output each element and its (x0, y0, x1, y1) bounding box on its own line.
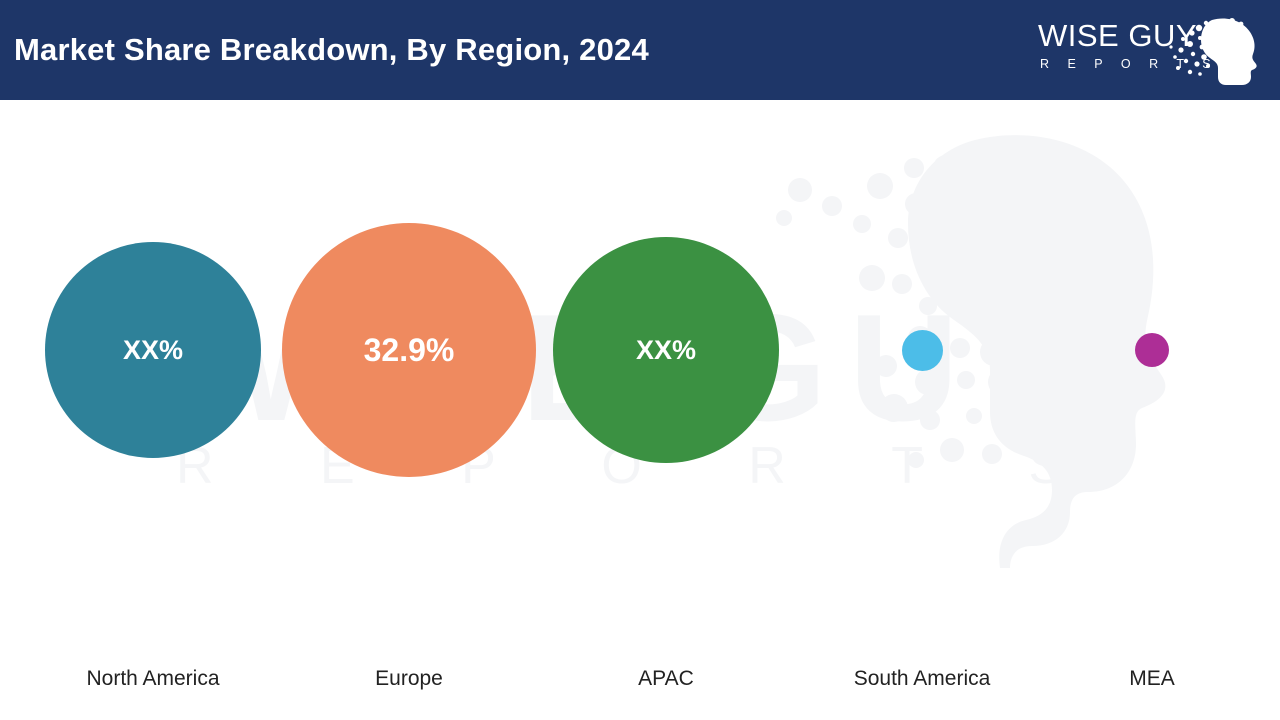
bubble-mea[interactable] (1135, 333, 1169, 367)
page-title: Market Share Breakdown, By Region, 2024 (14, 32, 649, 67)
head-profile-dots-icon (1169, 18, 1257, 85)
bubble-north-america[interactable]: XX% (45, 242, 261, 458)
bubble-europe[interactable]: 32.9% (282, 223, 536, 477)
page-header: Market Share Breakdown, By Region, 2024 … (0, 0, 1280, 100)
logo-subtitle: R E P O R T S (1040, 57, 1219, 71)
bubble-value-north-america: XX% (122, 334, 184, 365)
bubble-chart-plot-area: XX% 32.9% XX% (0, 100, 1280, 720)
bubble-value-apac: XX% (635, 334, 697, 365)
region-label-north-america: North America (86, 667, 220, 690)
region-label-south-america: South America (853, 667, 991, 690)
bubble-apac[interactable]: XX% (553, 237, 779, 463)
region-label-row: North America Europe APAC South America … (0, 664, 1280, 708)
region-label-apac: APAC (638, 667, 694, 690)
wise-guy-reports-logo: WISE GUY R E P O R T S (1034, 14, 1262, 86)
bubble-value-europe: 32.9% (363, 332, 455, 368)
region-label-mea: MEA (1129, 667, 1175, 690)
region-label-europe: Europe (375, 667, 443, 690)
bubble-south-america[interactable] (901, 329, 943, 371)
